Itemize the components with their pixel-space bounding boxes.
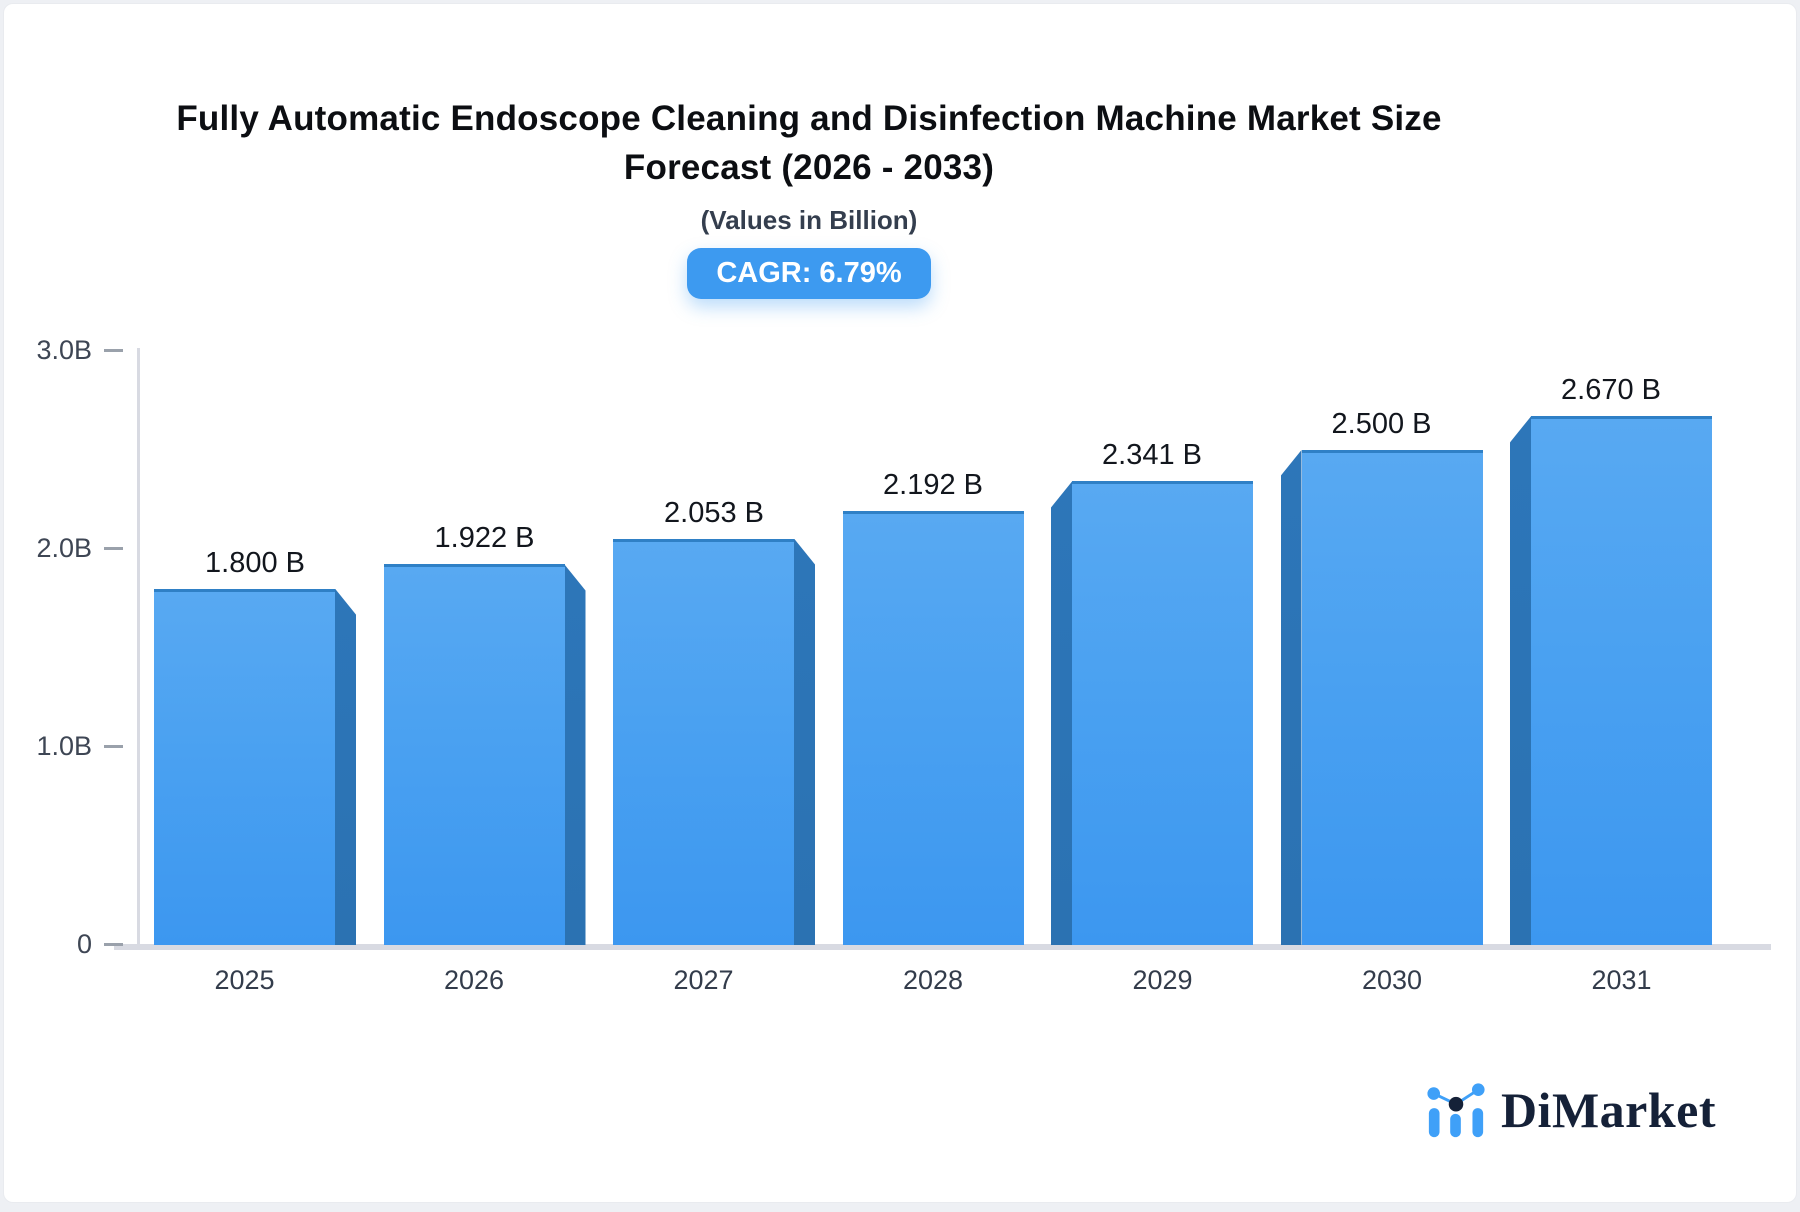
x-tick-label: 2027	[673, 965, 734, 995]
y-tick-label: 1.0B	[36, 731, 92, 761]
bar-side-face	[564, 564, 586, 945]
y-tick-dash	[104, 745, 123, 748]
x-tick-label: 2029	[1132, 965, 1193, 995]
bar-2029[interactable]: 2.341 B	[1051, 439, 1253, 945]
bar-2025[interactable]: 1.800 B	[154, 547, 356, 945]
chart-subtitle: (Values in Billion)	[700, 205, 918, 235]
bar-face	[154, 588, 335, 945]
bar-face	[1301, 450, 1483, 945]
bar-face	[613, 538, 794, 945]
brand-name: DiMarket	[1500, 1082, 1716, 1138]
brand-logo[interactable]: DiMarket	[1425, 1079, 1716, 1141]
y-tick-label: 0	[76, 929, 92, 959]
bar-side-face	[1051, 481, 1072, 945]
bar-side-face	[794, 538, 815, 945]
bar-value-label: 2.670 B	[1561, 374, 1661, 407]
bar-2026[interactable]: 1.922 B	[383, 522, 586, 945]
y-tick-label: 2.0B	[36, 533, 92, 563]
y-tick-dash	[104, 349, 123, 352]
chart-header: Fully Automatic Endoscope Cleaning and D…	[4, 4, 1614, 299]
cagr-badge: CAGR: 6.79%	[687, 248, 931, 299]
y-axis-line	[137, 348, 140, 950]
bar-2028[interactable]: 2.192 B	[842, 469, 1024, 945]
bar-face	[1072, 481, 1253, 945]
bar-side-face	[1510, 416, 1531, 945]
bar-value-label: 2.500 B	[1331, 408, 1432, 440]
page-title: Fully Automatic Endoscope Cleaning and D…	[176, 99, 1442, 187]
bar-side-face	[1280, 450, 1302, 945]
bar-value-label: 2.341 B	[1102, 439, 1202, 472]
x-tick-label: 2026	[443, 965, 505, 995]
x-tick-label: 2028	[902, 965, 964, 995]
y-tick-label: 3.0B	[36, 335, 92, 365]
y-tick-dash	[104, 547, 123, 550]
bar-value-label: 1.922 B	[434, 522, 535, 555]
y-tick-dash	[104, 943, 123, 946]
x-tick-label: 2031	[1591, 965, 1652, 995]
chart-card: Fully Automatic Endoscope Cleaning and D…	[3, 3, 1797, 1203]
bar-value-label: 1.800 B	[205, 546, 305, 579]
bar-2031[interactable]: 2.670 B	[1510, 374, 1712, 945]
bar-value-label: 2.053 B	[664, 496, 764, 529]
bar-value-label: 2.192 B	[883, 468, 983, 501]
bar-face	[383, 564, 565, 945]
bar-face	[842, 510, 1024, 945]
x-tick-label: 2025	[214, 965, 275, 995]
bar-chart-logo-icon	[1427, 1083, 1485, 1138]
x-axis-baseline	[114, 944, 1771, 950]
bar-2030[interactable]: 2.500 B	[1280, 408, 1483, 945]
x-tick-label: 2030	[1361, 965, 1423, 995]
bar-side-face	[335, 588, 356, 945]
bar-face	[1531, 416, 1712, 945]
plot-area: 1.800 B 1.922 B 2.053 B 2.192 B 2.341 B 2.500…	[154, 351, 1719, 945]
x-axis-labels: 2025 2026 2027 2028 2029 2030 2031	[154, 965, 1719, 1001]
bar-2027[interactable]: 2.053 B	[613, 497, 815, 945]
